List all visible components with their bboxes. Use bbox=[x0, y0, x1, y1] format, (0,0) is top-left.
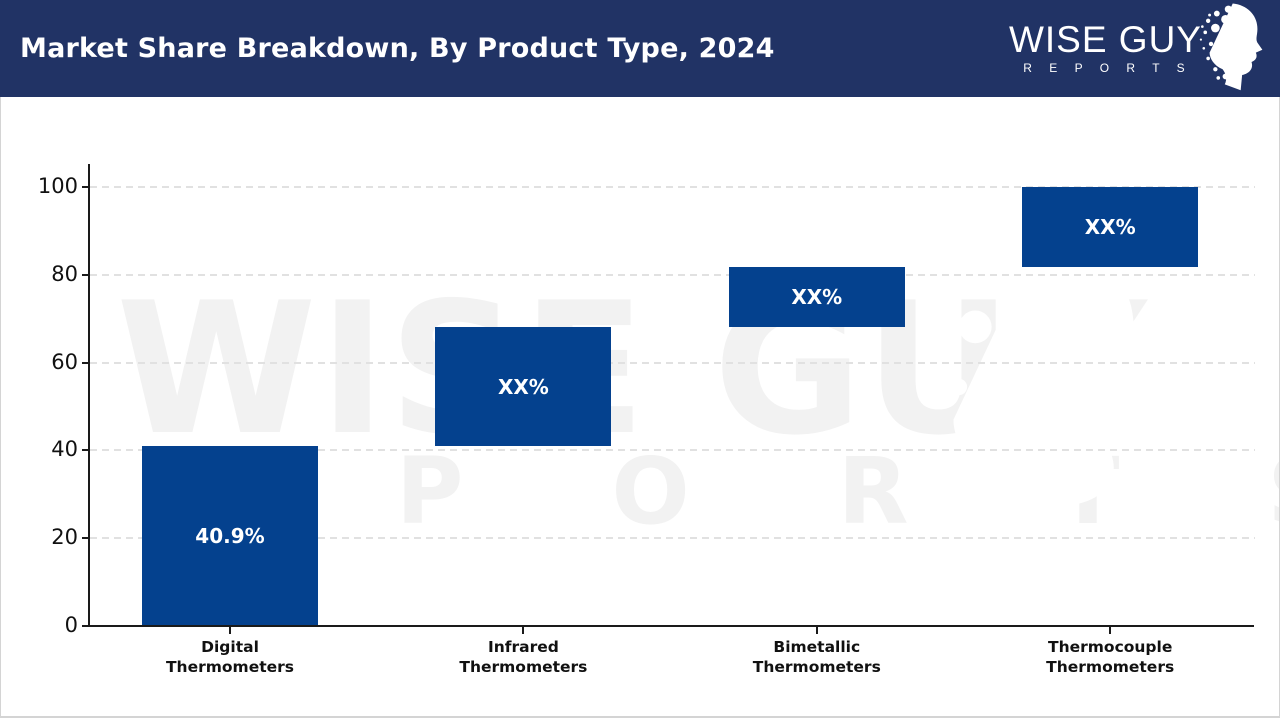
x-axis-category-label: Bimetallic Thermometers bbox=[752, 638, 881, 676]
bar-segment: 40.9% bbox=[142, 446, 318, 626]
y-gridline bbox=[90, 449, 1255, 452]
x-axis-category-label: Thermocouple Thermometers bbox=[1046, 638, 1175, 676]
y-axis-spine bbox=[88, 164, 90, 627]
bar-value-label: XX% bbox=[791, 284, 843, 309]
header-banner: Market Share Breakdown, By Product Type,… bbox=[0, 0, 1280, 97]
y-gridline bbox=[90, 537, 1255, 540]
x-axis-tick-mark bbox=[815, 627, 818, 634]
y-axis-tick-mark bbox=[82, 273, 88, 276]
y-axis-tick-mark bbox=[82, 186, 88, 188]
x-axis-tick-mark bbox=[522, 627, 525, 634]
bar-value-label: XX% bbox=[1084, 214, 1136, 239]
watermark-reports-label: P O R T S bbox=[396, 438, 1280, 545]
y-axis-tick-mark bbox=[82, 361, 88, 364]
y-axis-tick-label: 60 bbox=[51, 349, 78, 374]
y-axis-tick-mark bbox=[82, 449, 88, 452]
x-axis-category-label: Infrared Thermometers bbox=[459, 638, 588, 676]
page-border-left bbox=[0, 97, 1, 717]
y-gridline bbox=[90, 186, 1255, 188]
bar-segment: XX% bbox=[728, 266, 905, 327]
y-gridline bbox=[90, 361, 1255, 364]
x-axis-tick-mark bbox=[229, 627, 231, 634]
x-axis-tick-mark bbox=[1109, 627, 1112, 634]
y-axis-tick-mark bbox=[82, 625, 88, 627]
page-border-bottom bbox=[0, 716, 1280, 718]
y-axis-tick-label: 20 bbox=[51, 525, 78, 550]
logo-wordmark-line1: WISE GUY bbox=[1008, 19, 1202, 60]
logo-wordmark-line2: R E P O R T S bbox=[1023, 61, 1192, 75]
y-axis-tick-label: 80 bbox=[51, 261, 78, 286]
y-axis-tick-label: 0 bbox=[64, 613, 78, 637]
y-gridline bbox=[90, 273, 1255, 276]
logo-head-icon bbox=[1199, 2, 1263, 90]
chart-title: Market Share Breakdown, By Product Type,… bbox=[20, 33, 775, 64]
bar-value-label: 40.9% bbox=[195, 524, 265, 549]
y-axis-tick-label: 40 bbox=[51, 437, 78, 462]
bar-value-label: XX% bbox=[497, 374, 549, 399]
logo-wordmark: WISE GUY R E P O R T S bbox=[1008, 19, 1202, 75]
y-axis-tick-label: 100 bbox=[37, 174, 78, 198]
watermark-head-icon bbox=[916, 234, 1153, 562]
bar-segment: XX% bbox=[435, 326, 612, 447]
x-axis-category-label: Digital Thermometers bbox=[165, 638, 295, 676]
wise-guy-logo: WISE GUY R E P O R T S bbox=[1009, 0, 1278, 97]
y-axis-tick-mark bbox=[82, 537, 88, 540]
x-axis-spine bbox=[88, 625, 1254, 627]
bar-segment: XX% bbox=[1022, 187, 1199, 267]
